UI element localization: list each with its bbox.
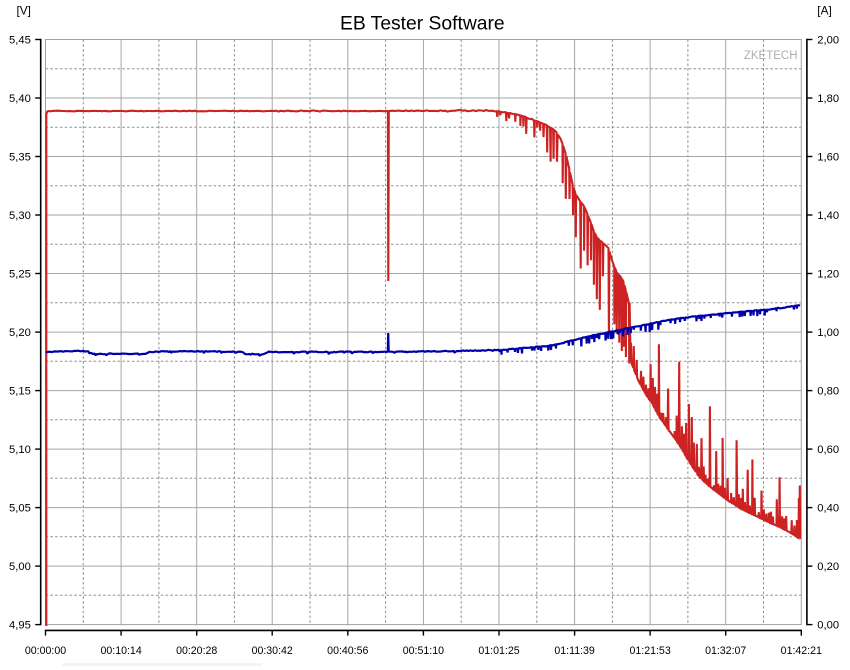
- svg-text:[V]: [V]: [17, 3, 31, 17]
- svg-text:0,60: 0,60: [817, 444, 839, 456]
- svg-text:4,95: 4,95: [9, 620, 31, 632]
- svg-text:0,80: 0,80: [817, 386, 839, 398]
- svg-text:00:00:00: 00:00:00: [25, 645, 66, 657]
- svg-text:00:20:28: 00:20:28: [176, 645, 217, 657]
- svg-text:5,35: 5,35: [9, 152, 31, 164]
- svg-text:5,15: 5,15: [9, 386, 31, 398]
- svg-text:5,45: 5,45: [9, 35, 31, 47]
- svg-text:5,40: 5,40: [9, 93, 31, 105]
- svg-text:00:51:10: 00:51:10: [403, 645, 444, 657]
- svg-text:01:01:25: 01:01:25: [478, 645, 519, 657]
- svg-text:1,80: 1,80: [817, 93, 839, 105]
- svg-text:1,20: 1,20: [817, 269, 839, 281]
- svg-text:5,25: 5,25: [9, 269, 31, 281]
- svg-text:0,00: 0,00: [817, 620, 839, 632]
- svg-text:0,40: 0,40: [817, 503, 839, 515]
- svg-text:00:40:56: 00:40:56: [327, 645, 368, 657]
- svg-text:5,30: 5,30: [9, 210, 31, 222]
- svg-text:1,00: 1,00: [817, 327, 839, 339]
- svg-text:[A]: [A]: [817, 3, 831, 17]
- svg-text:01:21:53: 01:21:53: [629, 645, 670, 657]
- svg-text:2,00: 2,00: [817, 35, 839, 47]
- svg-text:1,40: 1,40: [817, 210, 839, 222]
- svg-text:0,20: 0,20: [817, 561, 839, 573]
- svg-text:00:30:42: 00:30:42: [252, 645, 293, 657]
- svg-text:01:42:21: 01:42:21: [781, 645, 822, 657]
- svg-text:ZKETECH: ZKETECH: [744, 50, 798, 62]
- svg-text:EB Tester Software: EB Tester Software: [340, 14, 505, 35]
- svg-text:01:32:07: 01:32:07: [705, 645, 746, 657]
- svg-text:5,05: 5,05: [9, 503, 31, 515]
- svg-text:1,60: 1,60: [817, 152, 839, 164]
- svg-text:5,10: 5,10: [9, 444, 31, 456]
- svg-text:01:11:39: 01:11:39: [554, 645, 595, 657]
- svg-text:00:10:14: 00:10:14: [100, 645, 141, 657]
- svg-text:5,00: 5,00: [9, 561, 31, 573]
- svg-text:5,20: 5,20: [9, 327, 31, 339]
